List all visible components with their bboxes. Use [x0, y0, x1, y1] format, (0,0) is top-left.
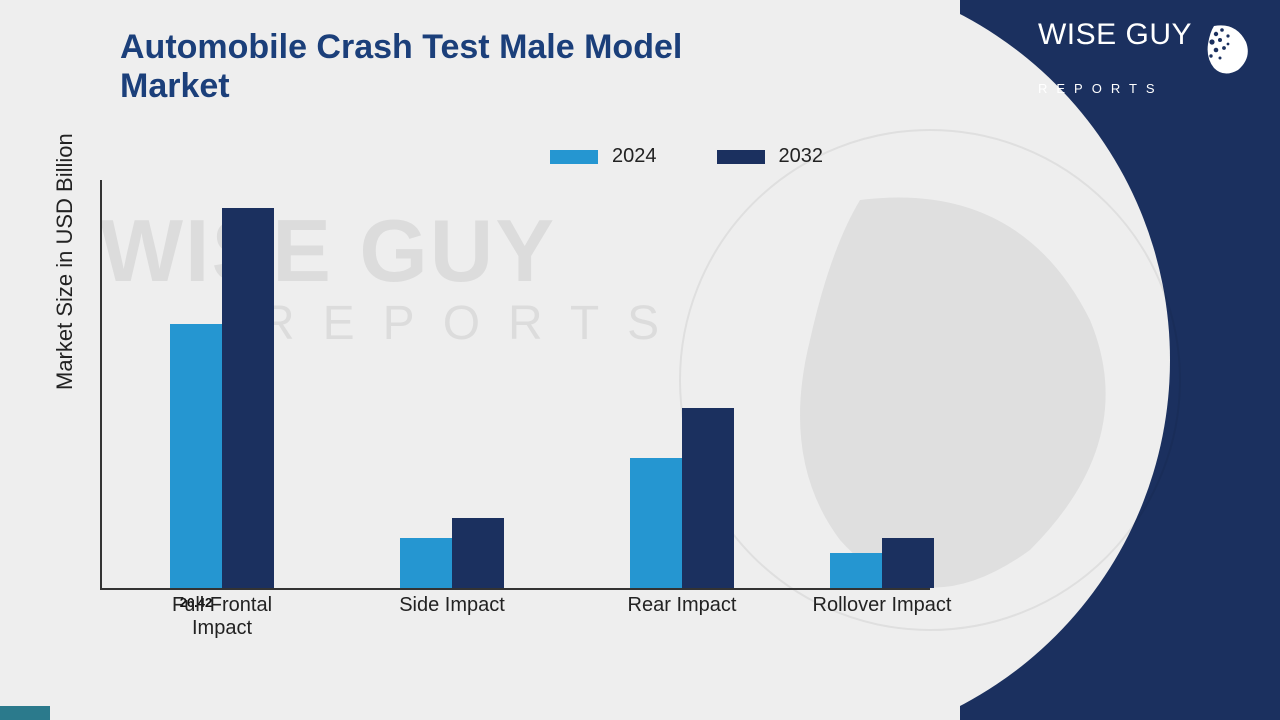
bar-2024-1 [400, 538, 452, 588]
x-label-0: Full Frontal Impact [152, 594, 292, 640]
bar-2032-1 [452, 518, 504, 588]
bar-2024-2 [630, 458, 682, 588]
bar-group-1: Side Impact [392, 518, 512, 588]
legend-label-2032: 2032 [779, 145, 824, 168]
chart-title: Automobile Crash Test Male Model Market [120, 28, 800, 106]
bar-2032-3 [882, 538, 934, 588]
x-label-2: Rear Impact [612, 594, 752, 617]
legend-label-2024: 2024 [612, 145, 657, 168]
bar-chart: 26.42 Full Frontal Impact Side Impact Re… [100, 180, 930, 590]
bar-2024-3 [830, 553, 882, 588]
bar-group-3: Rollover Impact [822, 538, 942, 588]
y-axis-label: Market Size in USD Billion [52, 133, 78, 390]
brand-logo-line2: REPORTS [1038, 82, 1252, 95]
right-panel [960, 0, 1280, 720]
bar-2032-0 [222, 208, 274, 588]
legend-item-2032: 2032 [717, 145, 824, 168]
legend-item-2024: 2024 [550, 145, 657, 168]
brand-head-icon [1198, 20, 1252, 80]
x-label-1: Side Impact [382, 594, 522, 617]
bar-2032-2 [682, 408, 734, 588]
legend-swatch-2024 [550, 150, 598, 164]
brand-logo: WISE GUY REPORTS [1038, 20, 1252, 95]
bar-group-0: 26.42 Full Frontal Impact [162, 208, 282, 588]
bottom-accent-strip [0, 706, 50, 720]
bar-2024-0: 26.42 [170, 324, 222, 588]
legend-swatch-2032 [717, 150, 765, 164]
x-label-3: Rollover Impact [812, 594, 952, 617]
bar-group-2: Rear Impact [622, 408, 742, 588]
chart-canvas: WISE GUY REPORTS Automobile Crash Test M… [0, 0, 1280, 720]
brand-logo-line1: WISE GUY [1038, 20, 1192, 50]
legend: 2024 2032 [550, 145, 823, 168]
